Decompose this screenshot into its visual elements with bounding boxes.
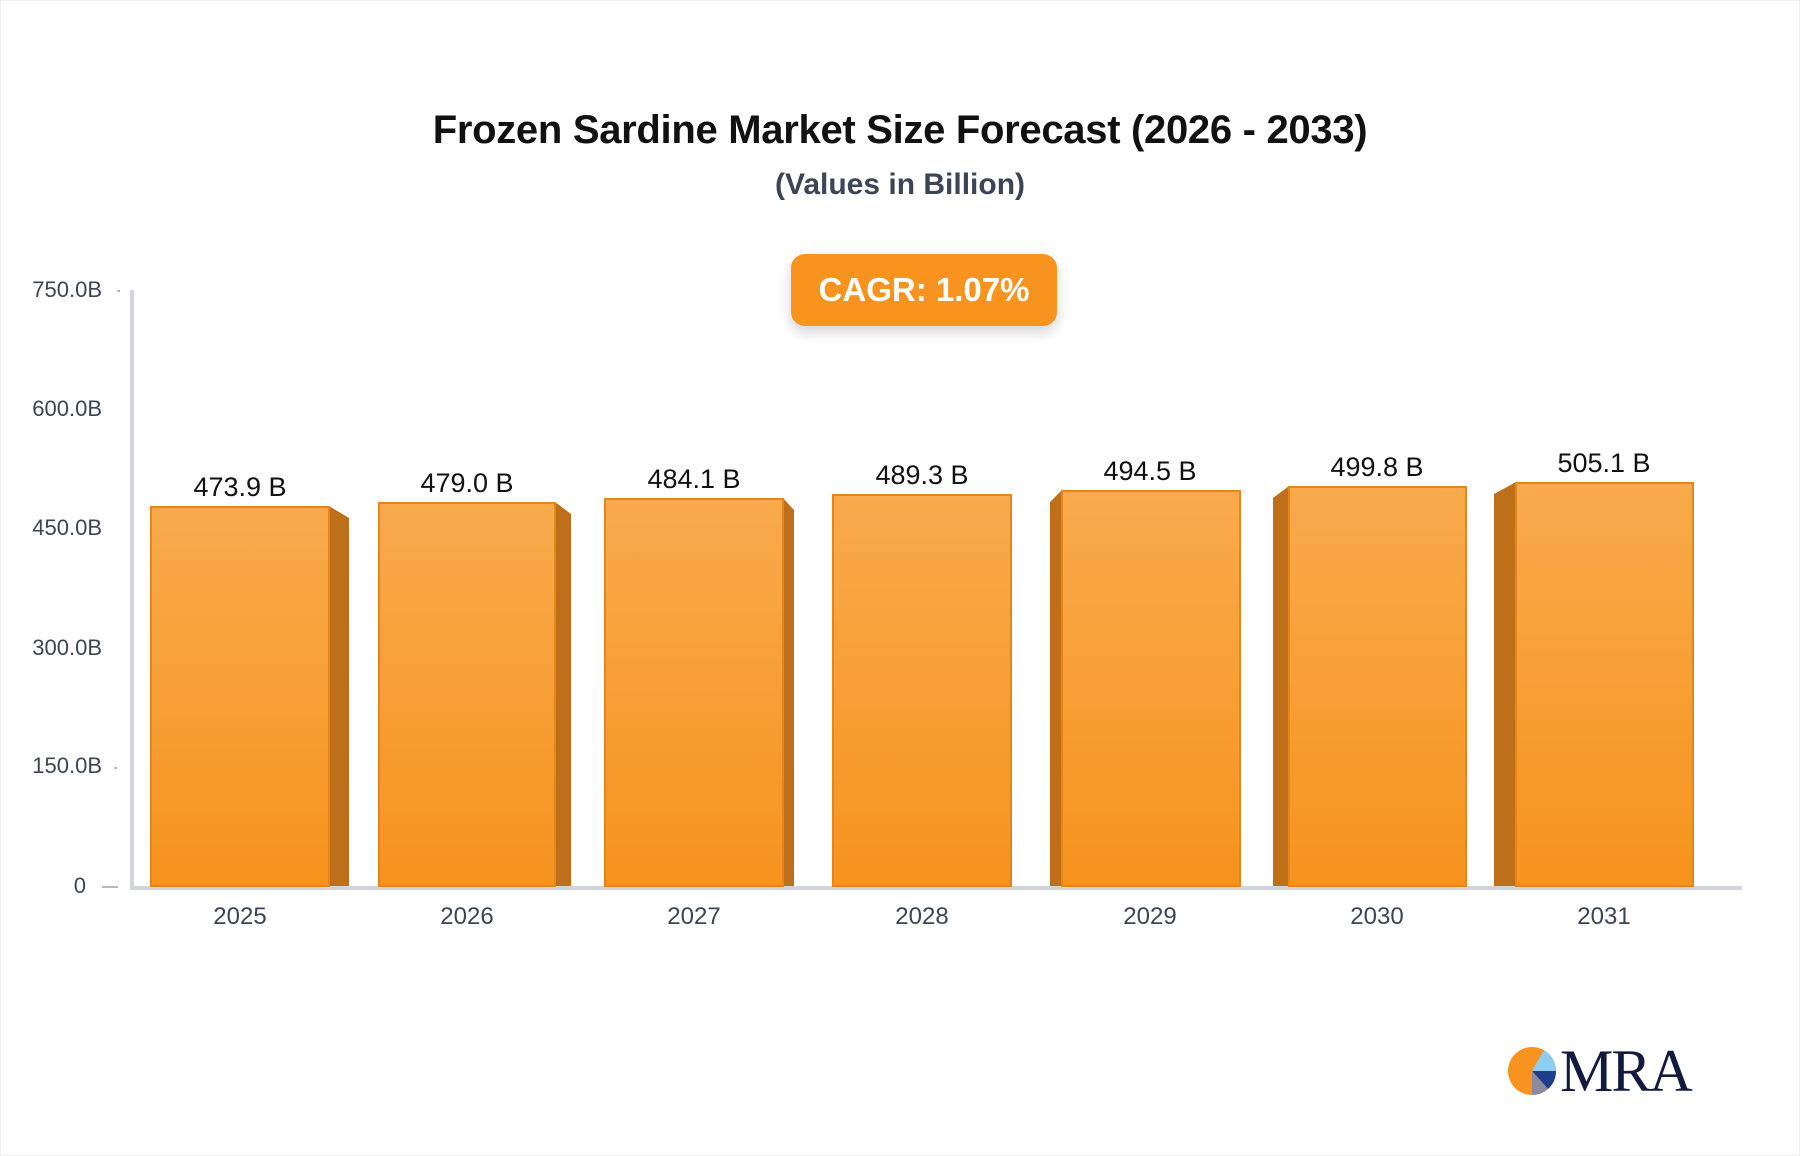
bar-2026[interactable]	[378, 502, 556, 887]
bar-side	[1273, 486, 1289, 886]
bar-2030[interactable]	[1288, 486, 1467, 887]
bar-side	[783, 498, 794, 886]
y-tick-mark	[102, 886, 118, 888]
chart-subtitle: (Values in Billion)	[774, 168, 1026, 201]
y-tick-label: 750.0B	[32, 277, 102, 302]
bar-side	[329, 506, 349, 886]
y-tick-label: 450.0B	[32, 515, 102, 540]
bar-2028[interactable]	[832, 494, 1012, 887]
logo-text: MRA	[1560, 1038, 1693, 1104]
y-tick-label: 0	[73, 873, 86, 898]
bar-value-label: 484.1 B	[647, 464, 741, 494]
x-tick-label: 2029	[1123, 903, 1177, 930]
y-axis-line	[130, 290, 134, 890]
pie-chart-logo-icon	[1508, 1047, 1557, 1096]
bar-value-label: 473.9 B	[193, 472, 287, 502]
mra-logo: MRA	[1506, 1040, 1696, 1102]
cagr-badge: CAGR: 1.07%	[791, 254, 1057, 326]
x-tick-label: 2028	[895, 903, 949, 930]
bar-value-label: 499.8 B	[1330, 452, 1424, 482]
x-tick-label: 2030	[1350, 903, 1404, 930]
y-tick-label: 600.0B	[32, 396, 102, 421]
x-tick-label: 2026	[440, 903, 494, 930]
x-tick-label: 2027	[667, 903, 721, 930]
bar-side	[1494, 482, 1516, 886]
y-tick-label: 300.0B	[32, 635, 102, 660]
x-tick-label: 2025	[213, 903, 267, 930]
y-tick-mark	[114, 767, 117, 769]
bar-2027[interactable]	[604, 498, 784, 887]
bar-2029[interactable]	[1061, 490, 1241, 887]
bar-side	[555, 502, 571, 886]
x-tick-label: 2031	[1577, 903, 1631, 930]
bar-value-label: 489.3 B	[875, 460, 969, 490]
y-tick-mark	[117, 290, 120, 292]
bar-side	[1050, 490, 1062, 886]
bar-value-label: 494.5 B	[1103, 456, 1197, 486]
bar-2031[interactable]	[1515, 482, 1694, 887]
bar-value-label: 479.0 B	[420, 468, 514, 498]
bar-value-label: 505.1 B	[1557, 448, 1651, 478]
chart-title: Frozen Sardine Market Size Forecast (202…	[432, 108, 1368, 152]
x-axis-line	[130, 886, 1742, 890]
y-tick-label: 150.0B	[32, 753, 102, 778]
bar-2025[interactable]	[150, 506, 330, 887]
